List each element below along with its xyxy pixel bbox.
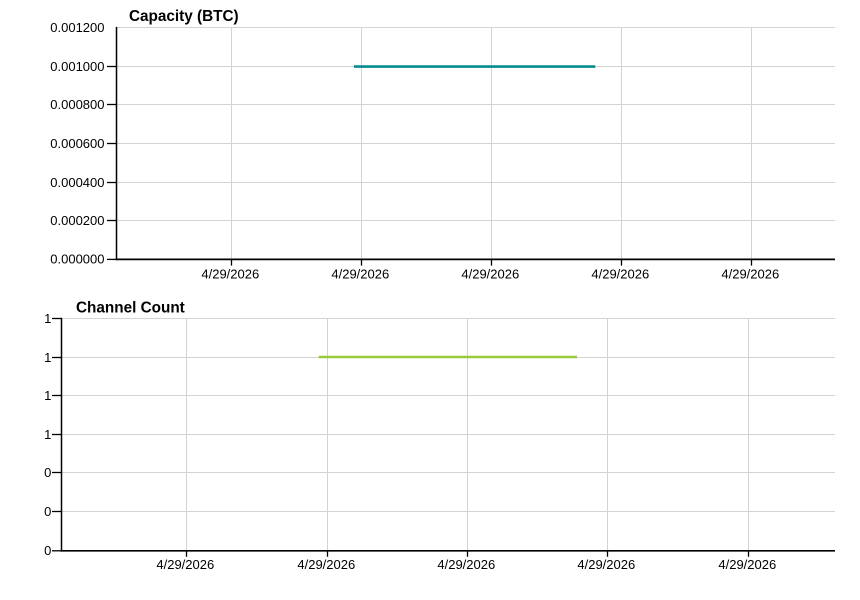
svg-text:0.000600: 0.000600 (50, 136, 104, 151)
svg-text:0.000000: 0.000000 (50, 251, 104, 266)
svg-text:Channel Count: Channel Count (76, 299, 185, 316)
svg-text:4/29/2026: 4/29/2026 (718, 557, 776, 572)
svg-text:0.000800: 0.000800 (50, 97, 104, 112)
svg-text:0.000400: 0.000400 (50, 175, 104, 190)
svg-text:4/29/2026: 4/29/2026 (297, 557, 355, 572)
svg-text:0.001200: 0.001200 (50, 20, 104, 35)
svg-text:4/29/2026: 4/29/2026 (461, 267, 519, 282)
svg-text:4/29/2026: 4/29/2026 (577, 557, 635, 572)
svg-text:0.000200: 0.000200 (50, 213, 104, 228)
svg-text:0: 0 (44, 465, 51, 480)
svg-text:4/29/2026: 4/29/2026 (437, 557, 495, 572)
svg-text:4/29/2026: 4/29/2026 (591, 267, 649, 282)
svg-text:4/29/2026: 4/29/2026 (331, 267, 389, 282)
svg-text:1: 1 (44, 311, 51, 326)
svg-text:4/29/2026: 4/29/2026 (721, 267, 779, 282)
svg-text:0.001000: 0.001000 (50, 59, 104, 74)
svg-text:0: 0 (44, 543, 51, 558)
svg-text:4/29/2026: 4/29/2026 (201, 267, 259, 282)
svg-text:0: 0 (44, 504, 51, 519)
svg-text:1: 1 (44, 350, 51, 365)
svg-text:Capacity (BTC): Capacity (BTC) (129, 8, 239, 25)
svg-text:1: 1 (44, 388, 51, 403)
svg-text:4/29/2026: 4/29/2026 (156, 557, 214, 572)
svg-text:1: 1 (44, 427, 51, 442)
